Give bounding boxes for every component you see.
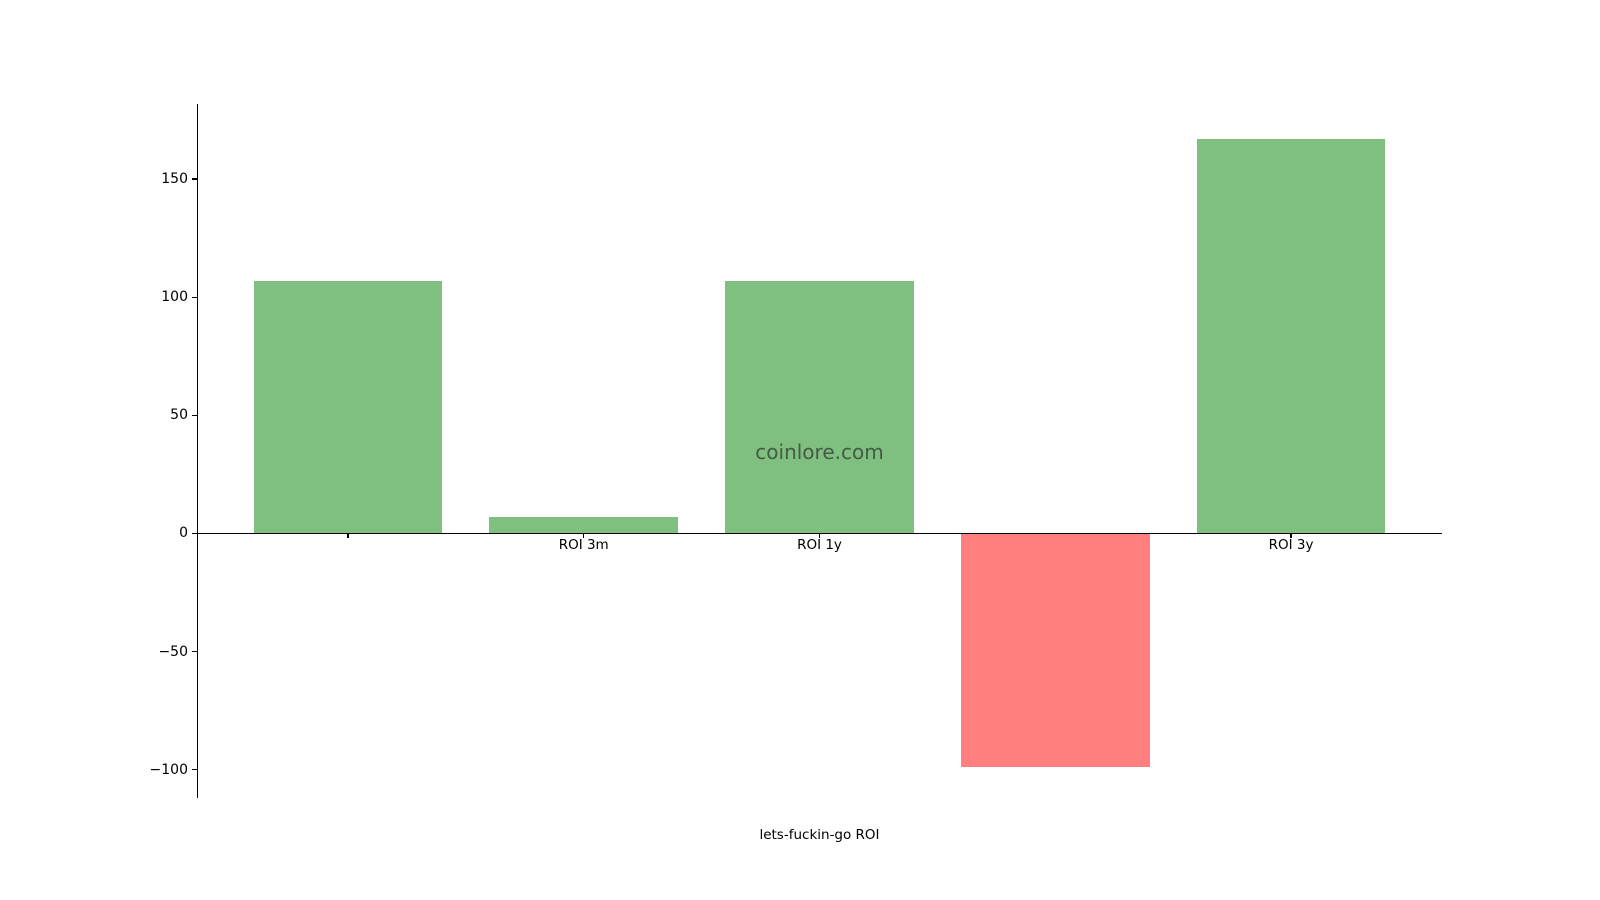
y-tick-mark (192, 650, 197, 653)
x-tick-mark (347, 533, 349, 539)
watermark-text: coinlore.com (755, 440, 884, 464)
bar-positive (725, 280, 914, 534)
y-tick-mark (192, 414, 197, 416)
y-axis-line (196, 104, 198, 798)
y-tick-label: 50 (170, 407, 188, 424)
x-tick-label: ROI 3y (1268, 536, 1314, 553)
y-tick-label: 150 (161, 171, 188, 188)
y-tick-mark (192, 769, 197, 771)
x-tick-label: ROI 3m (558, 536, 609, 553)
x-tick-mark (1290, 533, 1292, 539)
y-tick-label: 0 (179, 525, 188, 542)
y-tick-label: −100 (149, 761, 188, 778)
bar-positive (253, 280, 443, 534)
x-tick-label: ROI 1y (797, 536, 842, 553)
bar-positive (1196, 138, 1386, 534)
x-axis-zero-line (197, 532, 1442, 535)
x-tick-mark (583, 533, 585, 539)
y-tick-label: 100 (161, 289, 188, 306)
x-axis-title: lets-fuckin-go ROI (759, 827, 880, 843)
bar-positive (489, 516, 678, 534)
bar-negative (960, 533, 1150, 768)
y-tick-mark (192, 532, 197, 535)
y-tick-mark (192, 178, 197, 180)
y-tick-mark (192, 296, 197, 298)
x-tick-mark (818, 533, 821, 539)
y-tick-label: −50 (158, 643, 188, 660)
